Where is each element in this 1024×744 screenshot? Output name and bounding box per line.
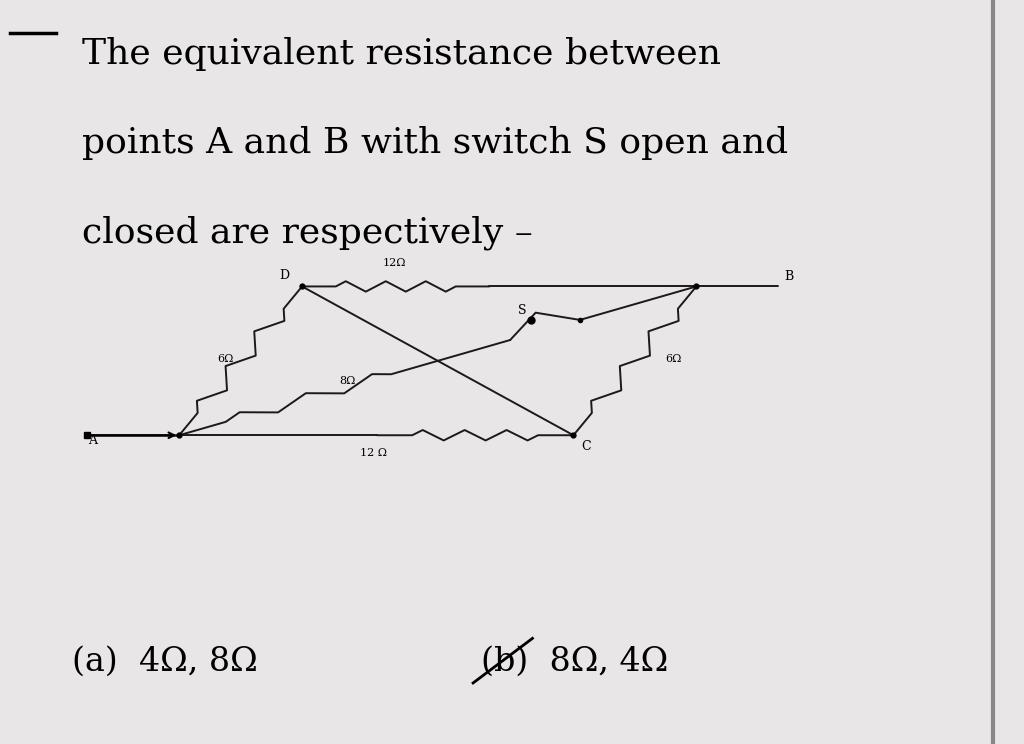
Text: S: S — [518, 304, 526, 318]
Text: 12 Ω: 12 Ω — [360, 448, 387, 458]
Text: D: D — [280, 269, 290, 282]
Text: B: B — [783, 270, 794, 283]
Text: (b)  8Ω, 4Ω: (b) 8Ω, 4Ω — [481, 646, 669, 679]
Text: C: C — [581, 440, 591, 453]
Text: (a)  4Ω, 8Ω: (a) 4Ω, 8Ω — [72, 646, 257, 679]
Text: A: A — [88, 434, 96, 447]
Text: 6Ω: 6Ω — [666, 354, 682, 365]
Text: 8Ω: 8Ω — [339, 376, 355, 386]
Text: 12Ω: 12Ω — [383, 258, 406, 268]
Text: 6Ω: 6Ω — [217, 354, 233, 365]
Text: The equivalent resistance between: The equivalent resistance between — [82, 37, 721, 71]
Text: points A and B with switch S open and: points A and B with switch S open and — [82, 126, 788, 161]
Text: closed are respectively –: closed are respectively – — [82, 216, 532, 250]
